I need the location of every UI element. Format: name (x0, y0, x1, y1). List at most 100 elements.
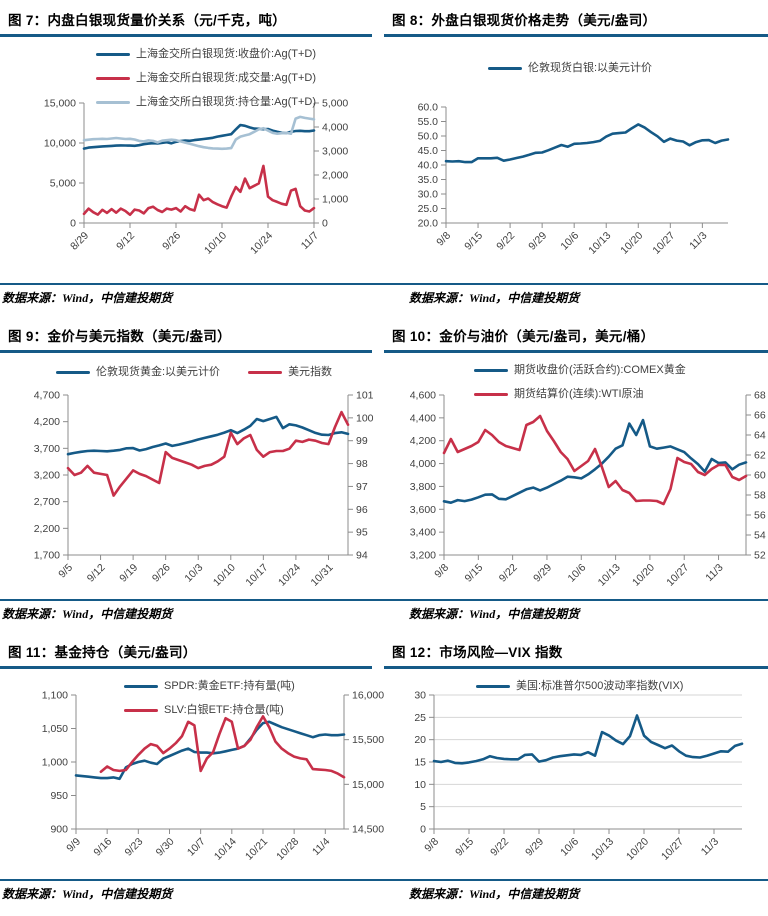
x-axis-tick-label: 10/13 (589, 836, 616, 863)
axes: 0 5,000 10,000 15,000 0 1,000 2,000 3,000 4,000 5… (44, 98, 349, 257)
y-axis-tick-label: 2,200 (34, 523, 60, 535)
chart-canvas: 20.0 25.0 30.0 35.0 40.0 45.0 50.0 55.0 60.0 9/8 9… (418, 102, 730, 257)
x-axis-tick-label: 11/7 (299, 230, 321, 252)
figure-12-vix: 图 12：市场风险—VIX 指数 0 5 10 15 20 25 30 9/8 9/15 9/22… (384, 637, 768, 879)
x-axis-tick-label: 10/13 (586, 230, 613, 257)
legend-item: SPDR:黄金ETF:持有量(吨) (124, 681, 295, 692)
y2-axis-tick-label: 5,000 (322, 98, 348, 110)
y-axis-tick-label: 20 (414, 734, 426, 746)
y-axis-tick-label: 45.0 (418, 145, 439, 157)
chart-legend: 美国:标准普尔500波动率指数(VIX) (476, 681, 683, 692)
y-axis-tick-label: 25 (414, 712, 426, 724)
x-axis-tick-label: 9/8 (434, 230, 453, 249)
y2-axis-tick-label: 54 (754, 530, 766, 542)
x-axis-tick-label: 9/19 (117, 562, 140, 585)
x-axis-tick-label: 10/10 (211, 562, 238, 589)
legend-line-swatch (474, 369, 508, 372)
x-axis-tick-label: 9/22 (494, 230, 517, 253)
figure-row-2: 图 9：金价与美元指数（美元/盎司） 1,700 2,200 2,700 3,200 3… (0, 321, 768, 599)
y-axis-tick-label: 900 (50, 824, 68, 836)
data-source-note: 数据来源：Wind，中信建投期货 (2, 291, 173, 305)
legend-item: SLV:白银ETF:持仓量(吨) (124, 705, 295, 716)
figure-title: 图 11：基金持仓（美元/盎司） (8, 645, 197, 660)
y2-axis-tick-label: 94 (356, 550, 368, 562)
chart-area-domestic-silver: 0 5,000 10,000 15,000 0 1,000 2,000 3,000 4,000 5… (0, 37, 384, 283)
x-axis-tick-label: 10/6 (565, 562, 588, 585)
y2-axis-tick-label: 56 (754, 510, 766, 522)
x-axis-tick-label: 9/8 (432, 562, 451, 581)
legend-label: 上海金交所白银现货:持仓量:Ag(T+D) (136, 96, 316, 108)
figure-10-gold-oil: 图 10：金价与油价（美元/盎司，美元/桶） 3,200 3,400 3,600 3,… (384, 321, 768, 599)
series-line-0 (74, 720, 346, 781)
x-axis-tick-label: 10/6 (558, 836, 581, 859)
row-spacer (0, 622, 768, 637)
legend-item: 美国:标准普尔500波动率指数(VIX) (476, 681, 683, 692)
y-axis-tick-label: 3,400 (410, 527, 436, 539)
y2-axis-tick-label: 62 (754, 450, 766, 462)
legend-line-swatch (56, 371, 90, 374)
x-axis-tick-label: 10/20 (618, 230, 645, 257)
y-axis-tick-label: 3,200 (410, 550, 436, 562)
x-axis-tick-label: 9/15 (453, 836, 476, 859)
legend-label: 美国:标准普尔500波动率指数(VIX) (516, 680, 684, 692)
y-axis-tick-label: 1,700 (34, 550, 60, 562)
data-source-note: 数据来源：Wind，中信建投期货 (2, 607, 173, 621)
y-axis-tick-label: 15 (414, 757, 426, 769)
x-axis-tick-label: 9/15 (462, 230, 485, 253)
y-axis-tick-label: 0 (420, 824, 426, 836)
y-axis-tick-label: 3,200 (34, 470, 60, 482)
y-axis-tick-label: 55.0 (418, 116, 439, 128)
x-axis-tick-label: 10/13 (596, 562, 623, 589)
legend-item: 上海金交所白银现货:收盘价:Ag(T+D) (96, 49, 316, 60)
y2-axis-tick-label: 3,000 (322, 146, 348, 158)
y-axis-tick-label: 950 (50, 790, 68, 802)
legend-item: 期货收盘价(活跃合约):COMEX黄金 (474, 365, 686, 376)
series-line-1 (82, 164, 316, 217)
y-axis-tick-label: 50.0 (418, 131, 439, 143)
y-axis-tick-label: 25.0 (418, 203, 439, 215)
y-axis-tick-label: 10 (414, 779, 426, 791)
series-line-0 (66, 415, 350, 456)
x-axis-tick-label: 9/15 (463, 562, 486, 585)
x-axis-tick-label: 10/7 (185, 836, 208, 859)
chart-area-london-silver: 20.0 25.0 30.0 35.0 40.0 45.0 50.0 55.0 60.0 9/8 9… (384, 37, 768, 283)
y-axis-tick-label: 15,000 (44, 98, 76, 110)
chart-canvas: 900 950 1,000 1,050 1,100 14,500 15,000 15,500 1… (42, 690, 384, 863)
chart-legend: 伦敦现货白银:以美元计价 (488, 63, 652, 74)
y2-axis-tick-label: 4,000 (322, 122, 348, 134)
legend-label: 期货结算价(连续):WTI原油 (514, 388, 644, 400)
data-source-note: 数据来源：Wind，中信建投期货 (409, 291, 580, 305)
y-axis-tick-label: 30 (414, 690, 426, 702)
x-axis-tick-label: 10/17 (243, 562, 270, 589)
legend-line-swatch (124, 709, 158, 712)
x-axis-tick-label: 10/20 (624, 836, 651, 863)
chart-legend: 伦敦现货黄金:以美元计价 美元指数 (56, 367, 332, 378)
figure-title: 图 10：金价与油价（美元/盎司，美元/桶） (392, 329, 655, 344)
x-axis-tick-label: 10/14 (212, 836, 239, 863)
x-axis-tick-label: 10/6 (558, 230, 581, 253)
figure-title-bar: 图 12：市场风险—VIX 指数 (384, 637, 768, 669)
row-spacer (0, 306, 768, 321)
y-axis-tick-label: 4,000 (410, 458, 436, 470)
legend-label: 期货收盘价(活跃合约):COMEX黄金 (514, 364, 686, 376)
legend-item: 伦敦现货黄金:以美元计价 (56, 367, 220, 378)
x-axis-tick-label: 10/21 (243, 836, 270, 863)
axes: 20.0 25.0 30.0 35.0 40.0 45.0 50.0 55.0 60.0 9/8 9… (418, 102, 728, 257)
x-axis-tick-label: 9/26 (160, 230, 183, 253)
y2-axis-tick-label: 101 (356, 390, 374, 402)
x-axis-tick-label: 10/24 (276, 562, 303, 589)
y2-axis-tick-label: 98 (356, 458, 368, 470)
legend-item: 伦敦现货白银:以美元计价 (488, 63, 652, 74)
data-source-note: 数据来源：Wind，中信建投期货 (409, 607, 580, 621)
legend-label: 美元指数 (288, 366, 333, 378)
x-axis-tick-label: 10/3 (182, 562, 205, 585)
x-axis-tick-label: 11/4 (310, 836, 332, 858)
y-axis-tick-label: 1,100 (42, 690, 68, 702)
x-axis-tick-label: 9/22 (488, 836, 511, 859)
y-axis-tick-label: 3,700 (34, 443, 60, 455)
y-axis-tick-label: 4,600 (410, 390, 436, 402)
y-axis-tick-label: 60.0 (418, 102, 439, 114)
data-source-note: 数据来源：Wind，中信建投期货 (2, 887, 173, 901)
y2-axis-tick-label: 1,000 (322, 194, 348, 206)
axes: 3,200 3,400 3,600 3,800 4,000 4,200 4,400 4,600… (410, 390, 766, 589)
